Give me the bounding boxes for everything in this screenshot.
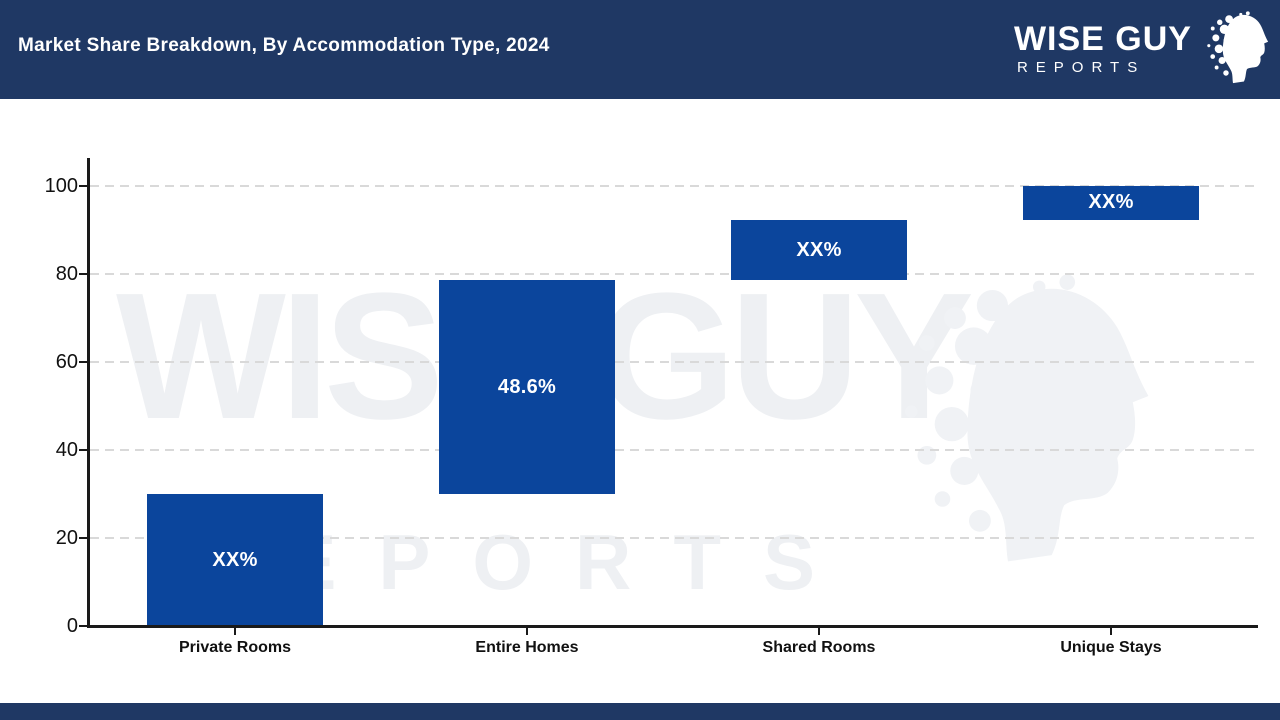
gridline — [90, 185, 1257, 187]
y-axis-tick — [79, 625, 87, 627]
y-axis-tick — [79, 361, 87, 363]
gridline — [90, 361, 1257, 363]
x-axis-category-label: Shared Rooms — [762, 639, 876, 656]
bar-value-label: 48.6% — [497, 375, 557, 398]
x-axis-category-label: Entire Homes — [475, 639, 579, 656]
bar-value-label: XX% — [212, 548, 258, 571]
waterfall-bar: XX% — [731, 219, 907, 281]
logo-wordmark-line2: REPORTS — [1016, 58, 1146, 76]
y-axis-tick — [79, 537, 87, 539]
footer-bar — [0, 703, 1280, 720]
y-axis-tick-label: 60 — [55, 351, 78, 373]
x-axis-tick — [1110, 628, 1112, 635]
gridline — [90, 537, 1257, 539]
y-axis-tick-label: 100 — [44, 175, 78, 197]
x-axis-tick — [526, 628, 528, 635]
y-axis-tick-label: 0 — [66, 615, 78, 637]
waterfall-bar: 48.6% — [439, 280, 615, 494]
y-axis-tick — [79, 273, 87, 275]
header-bar: Market Share Breakdown, By Accommodation… — [0, 0, 1280, 99]
wise-guy-logo: WISE GUY REPORTS — [1014, 10, 1272, 86]
gridline — [90, 273, 1257, 275]
x-axis-category-label: Private Rooms — [178, 639, 292, 656]
bar-value-label: XX% — [1088, 191, 1134, 214]
logo-wordmark-line1: WISE GUY — [1013, 19, 1192, 58]
y-axis-tick-label: 80 — [55, 263, 78, 285]
plot: 0 20 40 60 80 100 XX% Private Rooms 48.6% Entire … — [0, 99, 1280, 703]
x-axis-tick — [234, 628, 236, 635]
bar-value-label: XX% — [796, 238, 842, 261]
x-axis-line — [87, 625, 1258, 628]
logo-wordmark: WISE GUY REPORTS — [1014, 22, 1192, 75]
gridline — [90, 449, 1257, 451]
y-axis-tick — [79, 449, 87, 451]
waterfall-bar: XX% — [1023, 186, 1199, 220]
y-axis-tick-label: 20 — [55, 527, 78, 549]
wise-guy-head-icon — [1207, 11, 1269, 84]
x-axis-tick — [818, 628, 820, 635]
x-axis-category-label: Unique Stays — [1060, 639, 1162, 656]
waterfall-bar: XX% — [147, 494, 323, 626]
chart-canvas: WISE GUY REPORTS 0 20 40 60 80 100 XX% Private … — [0, 99, 1280, 703]
y-axis-tick — [79, 185, 87, 187]
y-axis-tick-label: 40 — [55, 439, 78, 461]
chart-title: Market Share Breakdown, By Accommodation… — [18, 35, 550, 56]
y-axis-line — [87, 158, 90, 628]
